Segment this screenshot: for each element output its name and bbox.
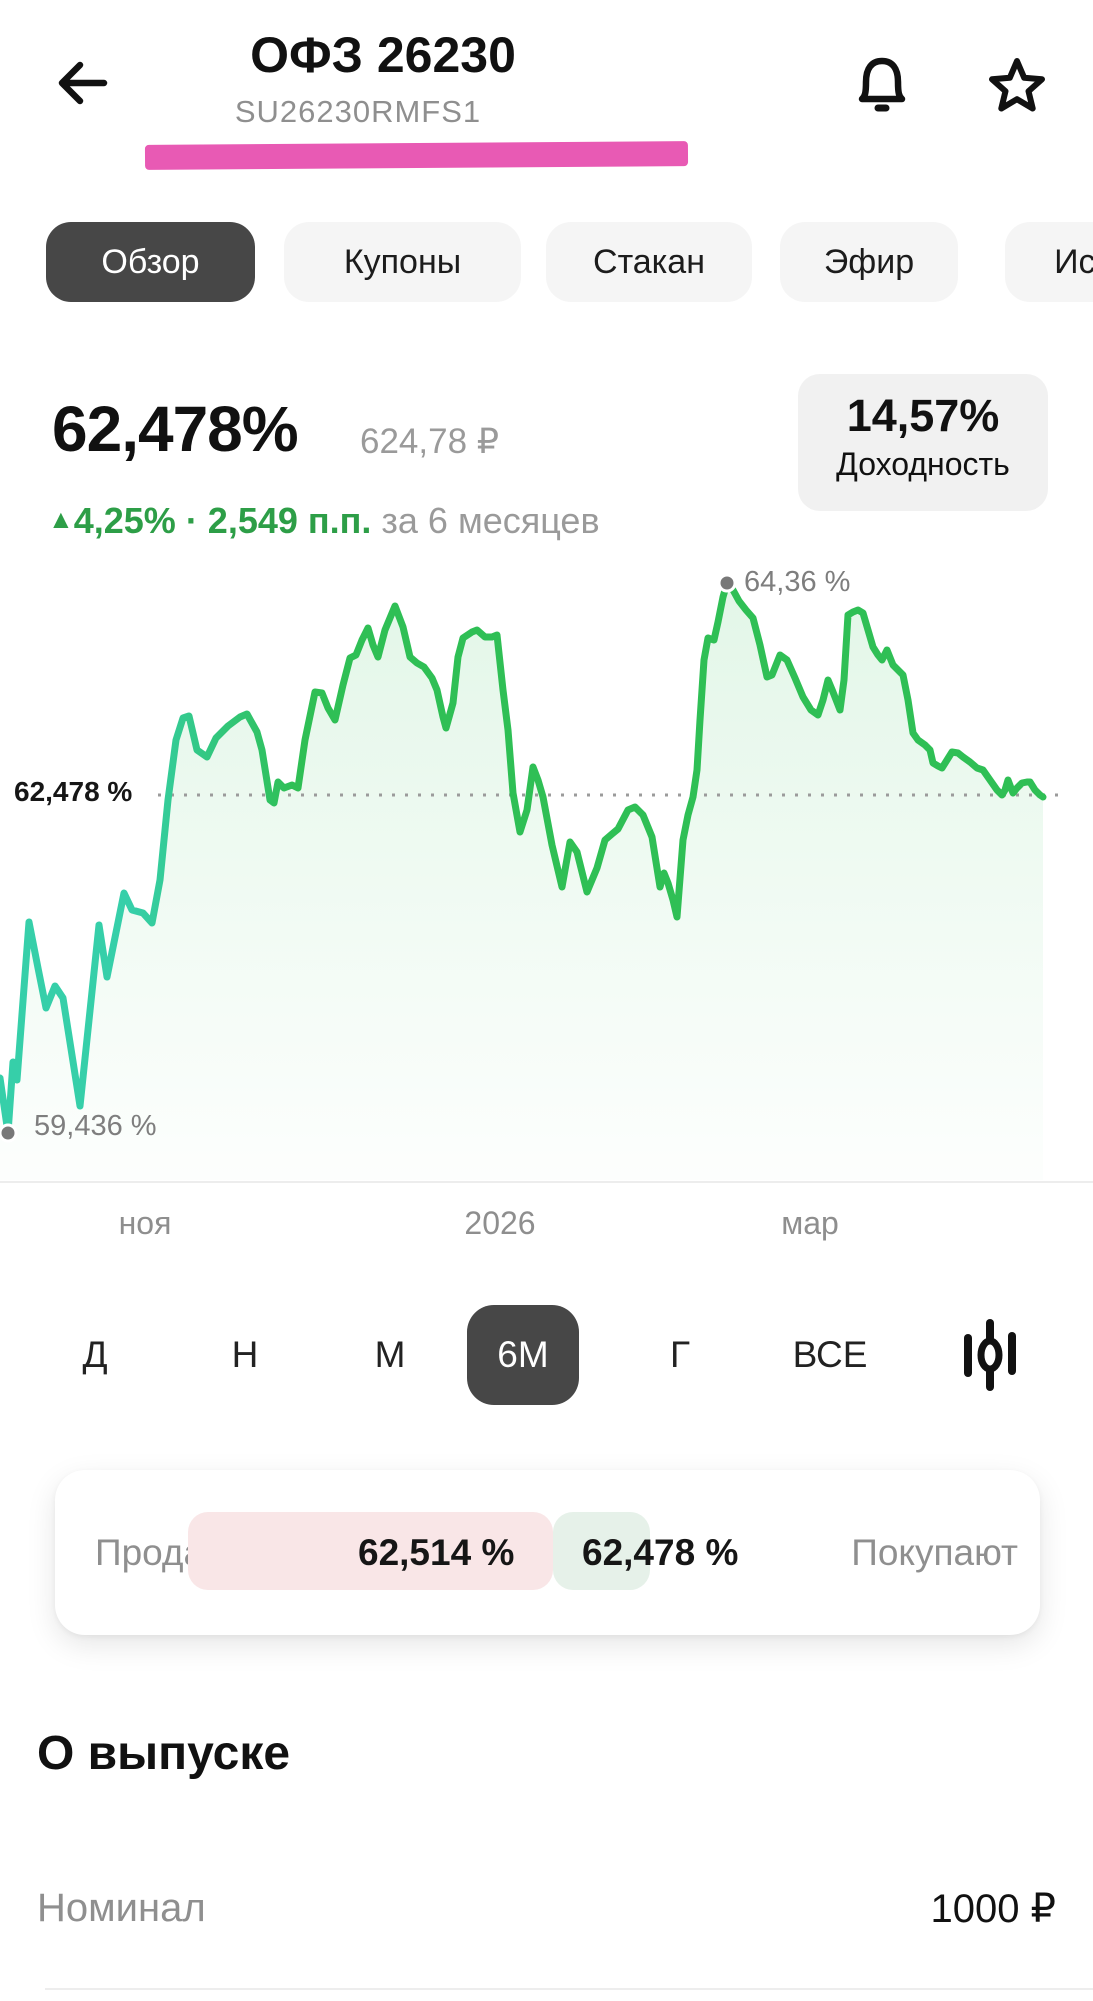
yield-label: Доходность — [836, 446, 1010, 482]
max-point-marker — [717, 573, 737, 593]
ticker-subtitle: SU26230RMFS1 — [234, 94, 482, 129]
x-tick-2026: 2026 — [464, 1205, 536, 1241]
tab-4[interactable]: Эфир — [780, 222, 958, 302]
pink-highlight-marker — [144, 141, 689, 170]
period-6М[interactable]: 6М — [467, 1305, 579, 1405]
chart-area-fill — [0, 583, 1043, 1180]
current-price-rub: 624,78 ₽ — [360, 422, 500, 461]
sell-price-value: 62,514 % — [358, 1532, 515, 1573]
tab-5[interactable]: История — [1005, 222, 1093, 302]
buy-label: Покупают — [851, 1532, 1018, 1573]
change-value: 4,25% · 2,549 п.п. — [73, 500, 382, 541]
notifications-bell-icon[interactable] — [854, 52, 910, 114]
period-М[interactable]: М — [374, 1334, 406, 1375]
change-period: за 6 месяцев — [381, 500, 600, 541]
tab-3[interactable]: Стакан — [546, 222, 752, 302]
yield-value: 14,57% — [846, 390, 1000, 441]
tab-2[interactable]: Купоны — [284, 222, 521, 302]
min-point-marker — [0, 1123, 18, 1143]
about-row-label: Номинал — [37, 1886, 206, 1930]
price-change-row: ▲4,25% · 2,549 п.п. за 6 месяцев — [48, 500, 600, 542]
back-button[interactable] — [56, 58, 110, 108]
min-point-label: 59,436 % — [34, 1110, 157, 1142]
buy-price-pill — [553, 1512, 650, 1590]
tab-1[interactable]: Обзор — [46, 222, 255, 302]
page-title: ОФЗ 26230 — [250, 27, 516, 83]
about-row-value: 1000 ₽ — [930, 1887, 1056, 1931]
current-price-percent: 62,478% — [52, 393, 299, 465]
section-divider — [45, 1988, 1093, 1990]
candlestick-chart-icon[interactable] — [955, 1315, 1025, 1395]
change-up-arrow-icon: ▲ — [48, 504, 74, 534]
period-ВСЕ[interactable]: ВСЕ — [792, 1334, 868, 1375]
period-Д[interactable]: Д — [82, 1334, 108, 1375]
yield-badge: 14,57% Доходность — [798, 374, 1048, 511]
buy-price-value: 62,478 % — [582, 1532, 739, 1573]
current-price-axis-label: 62,478 % — [14, 776, 139, 808]
max-point-label: 64,36 % — [744, 566, 851, 598]
chart-axis-line — [0, 1181, 1093, 1183]
sell-price-pill — [188, 1512, 553, 1590]
period-Н[interactable]: Н — [231, 1334, 259, 1375]
back-arrow-icon — [58, 61, 108, 105]
favorite-star-icon[interactable] — [988, 56, 1046, 112]
x-tick-mar: мар — [781, 1205, 839, 1241]
chart-line — [0, 579, 1047, 1137]
period-Г[interactable]: Г — [669, 1334, 691, 1375]
x-tick-nov: ноя — [118, 1205, 172, 1241]
about-section-title: О выпуске — [37, 1727, 291, 1780]
